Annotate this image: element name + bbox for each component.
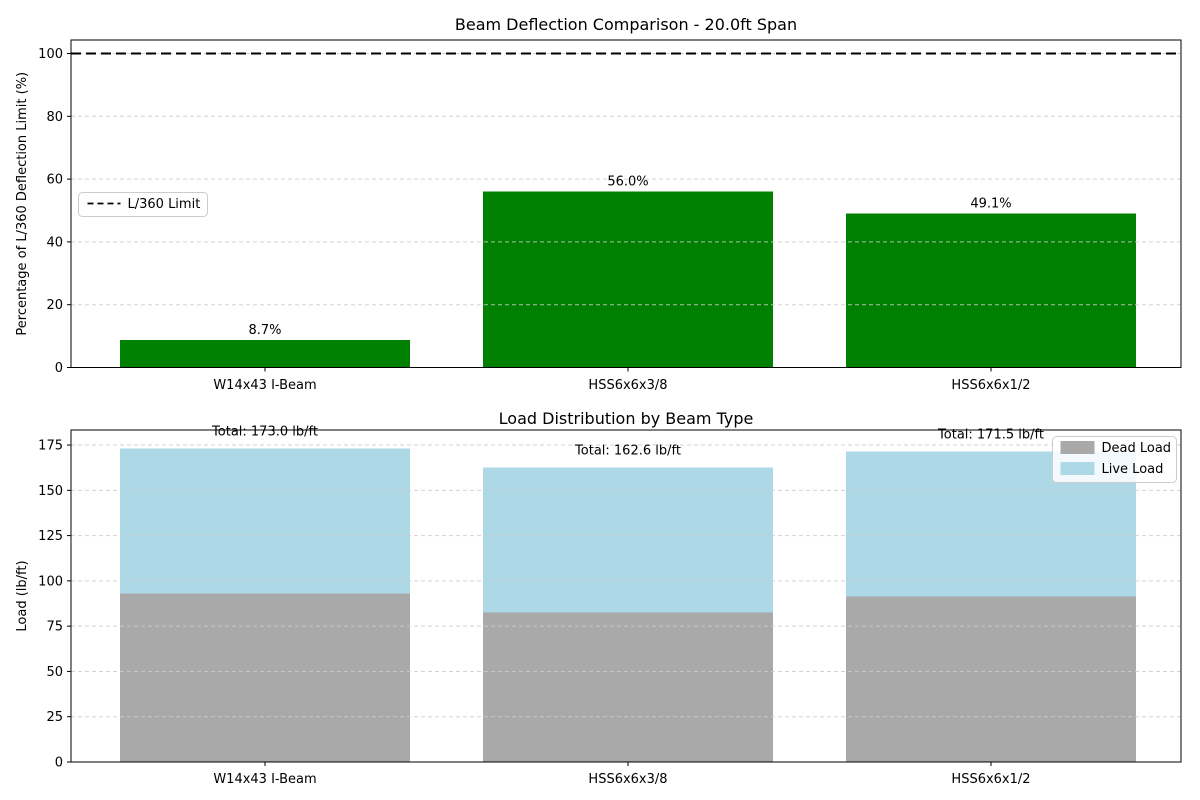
x-tick-label: W14x43 I-Beam xyxy=(213,378,316,393)
y-tick-label: 150 xyxy=(38,484,63,499)
load-bar-segment xyxy=(120,593,410,762)
deflection-comparison-chart: 0 20 40 60 80 100 W14x43 I-Beam HSS6x6x3/8 HSS6x… xyxy=(15,15,1182,393)
bar-value-label: 8.7% xyxy=(248,323,281,338)
bar-value-label: Total: 171.5 lb/ft xyxy=(937,427,1044,442)
x-tick-label: HSS6x6x3/8 xyxy=(588,378,667,393)
chart-title: Load Distribution by Beam Type xyxy=(499,409,754,428)
y-tick-label: 40 xyxy=(46,235,63,250)
y-tick-label: 0 xyxy=(55,361,63,376)
load-bar-segment xyxy=(483,467,773,613)
y-tick-label: 100 xyxy=(38,47,63,62)
legend-patch-swatch xyxy=(1060,441,1095,454)
y-tick-label: 100 xyxy=(38,574,63,589)
y-tick-label: 75 xyxy=(46,620,63,635)
legend-patch-swatch xyxy=(1060,462,1095,475)
y-tick-label: 125 xyxy=(38,529,63,544)
bar-value-label: Total: 162.6 lb/ft xyxy=(574,443,681,458)
x-tick-label: HSS6x6x1/2 xyxy=(951,772,1030,787)
y-tick-label: 25 xyxy=(46,710,63,725)
legend-entry-label: L/360 Limit xyxy=(128,197,201,212)
y-tick-label: 50 xyxy=(46,665,63,680)
load-distribution-chart: 0 25 50 75 100 125 150 175 W14x43 I-Beam HSS6x6x3… xyxy=(15,409,1182,787)
legend-box xyxy=(78,192,208,217)
axes-frame xyxy=(70,39,1182,368)
bar-value-label: 49.1% xyxy=(970,196,1011,211)
x-tick-label: HSS6x6x1/2 xyxy=(951,378,1030,393)
y-tick-label: 20 xyxy=(46,298,63,313)
load-bar-segment xyxy=(120,448,410,594)
y-tick-label: 80 xyxy=(46,110,63,125)
y-tick-label: 0 xyxy=(55,756,63,771)
legend-entry-label: Dead Load xyxy=(1102,441,1172,456)
load-bar-segment xyxy=(483,612,773,762)
legend-entry-label: Live Load xyxy=(1102,462,1164,477)
load-bar-segment xyxy=(846,596,1136,762)
axes-frame xyxy=(70,429,1182,763)
bar-value-label: 56.0% xyxy=(607,175,648,190)
deflection-bar xyxy=(120,340,410,368)
bar-value-label: Total: 173.0 lb/ft xyxy=(211,425,318,440)
deflection-bar xyxy=(846,213,1136,368)
y-tick-label: 175 xyxy=(38,439,63,454)
x-tick-label: HSS6x6x3/8 xyxy=(588,772,667,787)
deflection-bar xyxy=(483,191,773,368)
y-axis-label: Percentage of L/360 Deflection Limit (%) xyxy=(15,72,30,336)
x-tick-label: W14x43 I-Beam xyxy=(213,772,316,787)
y-axis-label: Load (lb/ft) xyxy=(15,560,30,631)
chart-title: Beam Deflection Comparison - 20.0ft Span xyxy=(455,15,797,34)
y-tick-label: 60 xyxy=(46,173,63,188)
